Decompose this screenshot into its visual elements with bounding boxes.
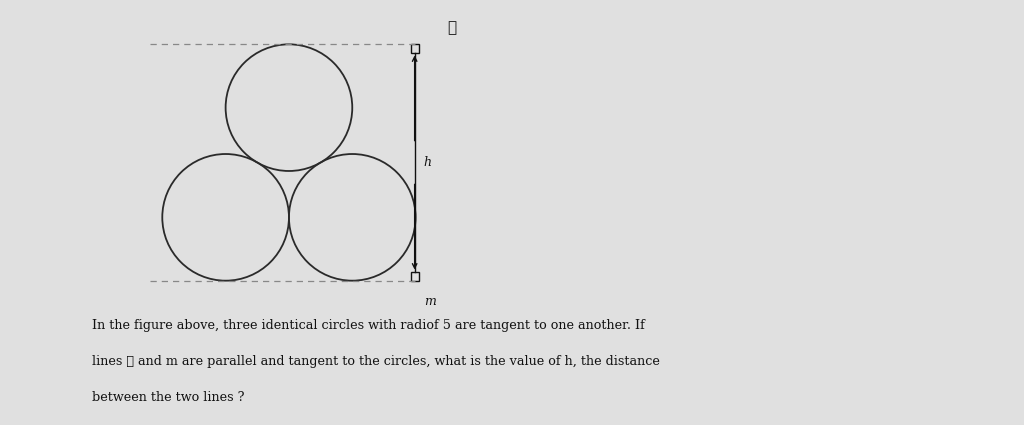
Text: h: h: [424, 156, 432, 169]
Bar: [411, 44, 419, 53]
Text: between the two lines ?: between the two lines ?: [92, 391, 245, 404]
Text: ℓ: ℓ: [447, 21, 457, 35]
Text: In the figure above, three identical circles with radiof 5 are tangent to one an: In the figure above, three identical cir…: [92, 319, 645, 332]
Text: m: m: [424, 295, 435, 308]
Bar: [411, 272, 419, 280]
Text: lines ℓ and m are parallel and tangent to the circles, what is the value of h, t: lines ℓ and m are parallel and tangent t…: [92, 355, 660, 368]
